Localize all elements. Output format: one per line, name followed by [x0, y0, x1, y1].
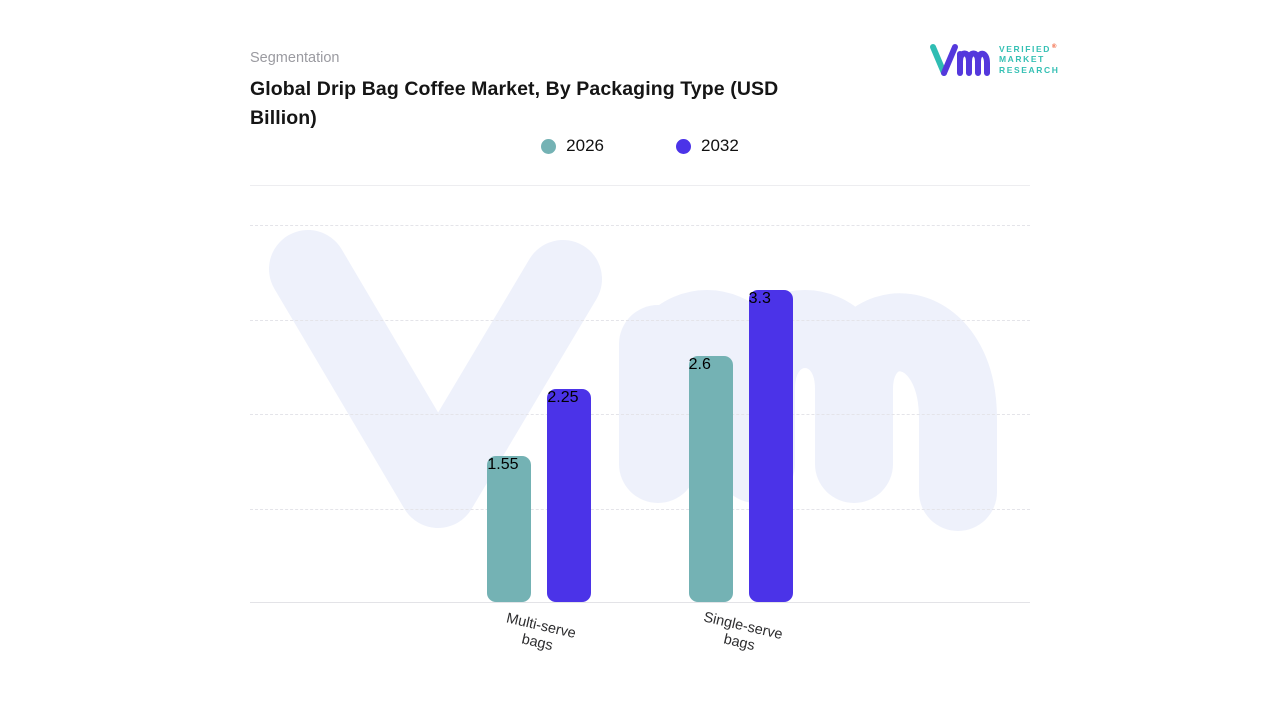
legend: 2026 2032	[250, 136, 1030, 156]
plot-area: 1.55 2.25 Multi-serve bags 2.6 3.3 Single-ser…	[250, 225, 1030, 654]
segmentation-label: Segmentation	[250, 50, 340, 66]
legend-label: 2032	[701, 136, 739, 155]
chart-title-line1: Global Drip Bag Coffee Market, By Packag…	[250, 78, 779, 100]
logo-line-market: MARKET	[999, 54, 1045, 65]
legend-dot-icon	[541, 138, 557, 154]
header-divider	[250, 185, 1030, 186]
bar-2026: 1.55	[487, 456, 532, 602]
vmr-logo: VERIFIED® MARKET RESEARCH	[928, 38, 1060, 80]
gridline	[250, 225, 1030, 226]
bar-group: 2.6 3.3	[688, 290, 793, 602]
legend-label: 2026	[566, 136, 604, 155]
legend-dot-icon	[676, 138, 691, 154]
bar-2026: 2.6	[688, 356, 733, 602]
logo-line-research: RESEARCH	[999, 65, 1060, 76]
legend-item-2032: 2032	[676, 136, 739, 156]
bar-2032: 2.25	[547, 389, 592, 602]
category-label: Single-serve bags	[701, 609, 784, 655]
gridline	[250, 414, 1030, 415]
bar-group: 1.55 2.25	[487, 389, 592, 602]
bar-2032: 3.3	[748, 290, 793, 602]
gridline	[250, 509, 1030, 510]
vmr-logo-icon	[930, 44, 990, 76]
legend-item-2026: 2026	[541, 136, 604, 156]
chart-title-line2: Billion)	[250, 107, 317, 129]
vmr-logo-text: VERIFIED® MARKET RESEARCH	[999, 42, 1060, 77]
gridline	[250, 320, 1030, 321]
category-label: Multi-serve bags	[505, 610, 578, 655]
registered-mark-icon: ®	[1052, 43, 1057, 50]
logo-line-verified: VERIFIED	[999, 43, 1052, 54]
chart-title: Global Drip Bag Coffee Market, By Packag…	[250, 75, 870, 133]
